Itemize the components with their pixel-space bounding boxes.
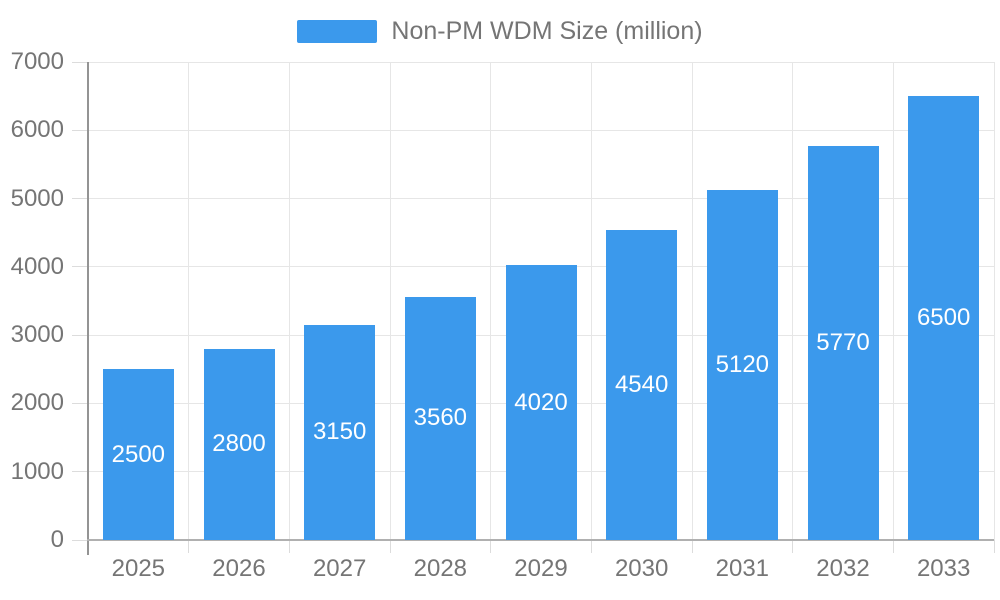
bar-value-label: 6500	[916, 304, 971, 332]
legend[interactable]: Non-PM WDM Size (million)	[0, 16, 1000, 46]
y-axis-tick	[72, 402, 88, 404]
y-axis-tick	[72, 539, 88, 541]
x-axis-tick	[490, 540, 492, 553]
y-axis-tick	[72, 471, 88, 473]
gridline-vertical	[993, 62, 995, 540]
x-axis-tick-label: 2028	[413, 555, 468, 582]
y-axis-tick	[72, 61, 88, 63]
y-axis-tick-label: 6000	[10, 116, 64, 144]
y-axis-tick	[72, 266, 88, 268]
bar-2028[interactable]: 3560	[404, 296, 476, 540]
bar-2027[interactable]: 3150	[304, 324, 376, 540]
bar-value-label: 4020	[514, 388, 568, 416]
y-axis-tick-label: 5000	[10, 184, 64, 212]
y-axis-tick	[72, 129, 88, 131]
gridline-horizontal	[88, 129, 994, 131]
bar-2033[interactable]: 6500	[908, 96, 980, 540]
x-axis-tick	[590, 540, 592, 553]
gridline-vertical	[288, 62, 290, 540]
x-axis-tick-label: 2032	[816, 555, 870, 582]
gridline-horizontal	[88, 198, 994, 200]
x-axis-tick	[188, 540, 190, 553]
bar-value-label: 5770	[816, 328, 870, 356]
bar-value-label: 4540	[614, 370, 669, 398]
bar-value-label: 2800	[212, 430, 266, 458]
gridline-vertical	[188, 62, 190, 540]
x-axis-tick-label: 2026	[212, 555, 266, 582]
gridline-vertical	[691, 62, 693, 540]
x-axis-tick-label: 2027	[312, 555, 367, 582]
bar-value-label: 3560	[413, 404, 468, 432]
x-axis-tick-label: 2029	[514, 555, 568, 582]
bar-value-label: 5120	[715, 351, 770, 379]
y-axis-tick-label: 7000	[10, 48, 64, 75]
y-axis-line	[87, 62, 89, 555]
x-axis-tick-label: 2031	[715, 555, 770, 582]
bar-2030[interactable]: 4540	[606, 229, 678, 540]
bar-value-label: 2500	[111, 440, 166, 468]
x-axis-tick-label: 2025	[111, 555, 166, 582]
gridline-vertical	[389, 62, 391, 540]
x-axis-tick	[389, 540, 391, 553]
gridline-vertical	[892, 62, 894, 540]
x-axis-tick	[792, 540, 794, 553]
bar-2031[interactable]: 5120	[706, 190, 778, 540]
y-axis-tick-label: 2000	[10, 389, 64, 417]
gridline-horizontal	[88, 61, 994, 63]
y-axis-tick-label: 4000	[10, 252, 64, 280]
bar-value-label: 3150	[312, 418, 367, 446]
bar-2025[interactable]: 2500	[102, 369, 174, 540]
y-axis-tick	[72, 334, 88, 336]
y-axis-tick	[72, 198, 88, 200]
gridline-vertical	[590, 62, 592, 540]
legend-label: Non-PM WDM Size (million)	[391, 17, 703, 45]
x-axis-tick-label: 2030	[614, 555, 669, 582]
x-axis-line	[87, 539, 994, 541]
x-axis-tick	[288, 540, 290, 553]
x-axis-tick	[993, 540, 995, 553]
legend-swatch	[297, 19, 378, 43]
y-axis-tick-label: 0	[50, 526, 64, 553]
y-axis-tick-label: 1000	[10, 457, 64, 485]
y-axis-tick-label: 3000	[10, 321, 64, 349]
x-axis-tick	[691, 540, 693, 553]
x-axis-tick-label: 2033	[916, 555, 971, 582]
bar-2032[interactable]: 5770	[807, 145, 879, 540]
x-axis-tick	[892, 540, 894, 553]
bar-2026[interactable]: 2800	[203, 348, 275, 540]
gridline-vertical	[792, 62, 794, 540]
gridline-vertical	[490, 62, 492, 540]
bar-2029[interactable]: 4020	[505, 265, 577, 540]
